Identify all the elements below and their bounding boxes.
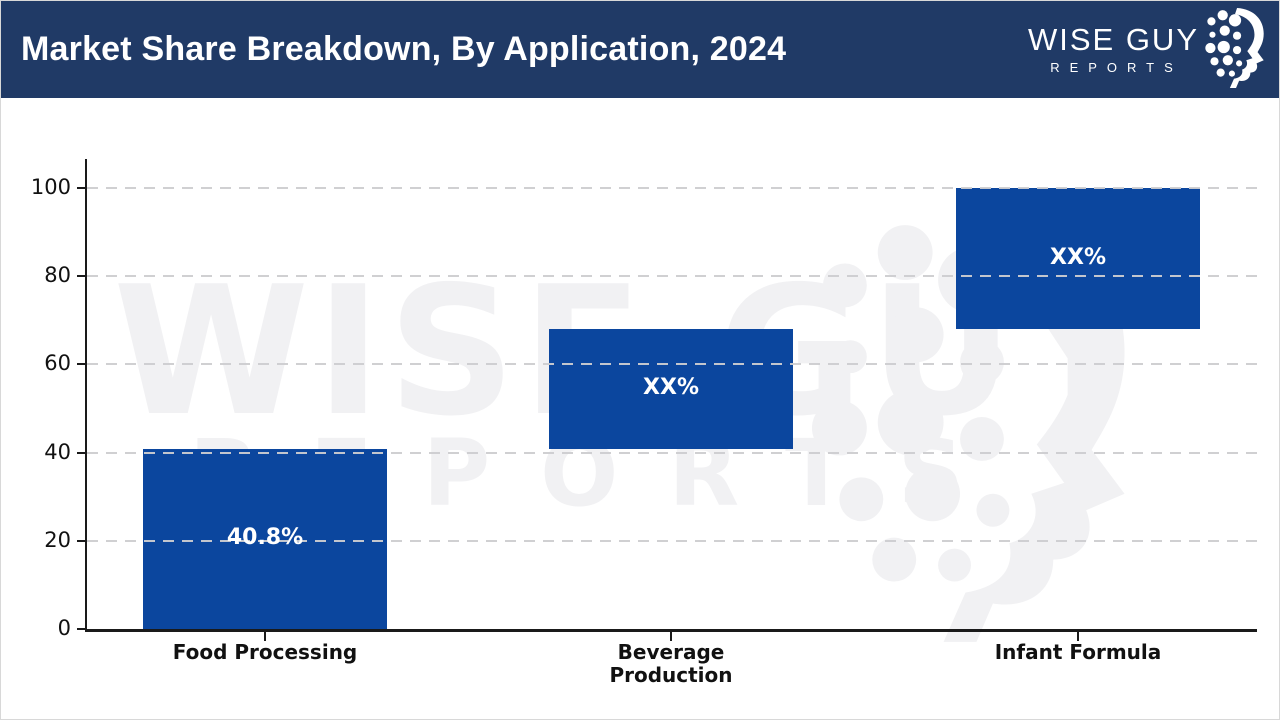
gridline-60: [87, 363, 1257, 366]
chart-area: WISE GUY REPORTS 40.8%XX%XX% 02040608010…: [1, 98, 1279, 713]
y-tick-label-20: 20: [44, 527, 71, 552]
y-tick-label-40: 40: [44, 439, 71, 464]
y-tick-label-80: 80: [44, 263, 71, 288]
logo-wiseguy-text: WISE GUY: [1027, 21, 1199, 57]
bar-segment-3: [956, 188, 1200, 330]
bar-value-label-3: XX%: [1050, 244, 1106, 270]
gridline-20: [87, 539, 1257, 542]
bar-value-label-2: XX%: [643, 375, 699, 401]
y-tick-mark-0: [77, 628, 86, 630]
header: Market Share Breakdown, By Application, …: [1, 1, 1279, 98]
category-label-3: Infant Formula: [994, 640, 1162, 664]
bar-segment-2: [549, 329, 793, 450]
wiseguy-logo: WISE GUY REPORTS: [1028, 7, 1267, 89]
y-tick-mark-80: [77, 275, 86, 278]
x-tick-mark-2: [670, 632, 672, 641]
x-axis-line: [85, 629, 1257, 632]
logo-text: WISE GUY REPORTS: [1028, 22, 1199, 75]
y-tick-label-100: 100: [30, 175, 71, 199]
y-tick-mark-100: [77, 187, 86, 189]
y-tick-label-60: 60: [44, 351, 71, 376]
logo-reports-text: REPORTS: [1050, 59, 1183, 75]
y-tick-mark-40: [77, 451, 86, 454]
y-tick-mark-20: [77, 539, 86, 542]
x-tick-mark-3: [1077, 632, 1079, 641]
category-label-1: Food Processing: [172, 640, 358, 664]
gridline-80: [87, 275, 1257, 278]
y-axis-line: [85, 159, 87, 632]
category-label-2: Beverage Production: [609, 640, 733, 687]
bar-segment-1: [143, 449, 387, 629]
gridline-40: [87, 451, 1257, 454]
y-tick-mark-60: [77, 363, 86, 366]
logo-face-icon: [1205, 8, 1264, 88]
x-tick-mark-1: [264, 632, 266, 641]
chart-title: Market Share Breakdown, By Application, …: [21, 30, 787, 68]
y-tick-label-0: 0: [57, 616, 71, 640]
bar-value-label-1: 40.8%: [226, 525, 304, 551]
gridline-100: [87, 187, 1257, 189]
